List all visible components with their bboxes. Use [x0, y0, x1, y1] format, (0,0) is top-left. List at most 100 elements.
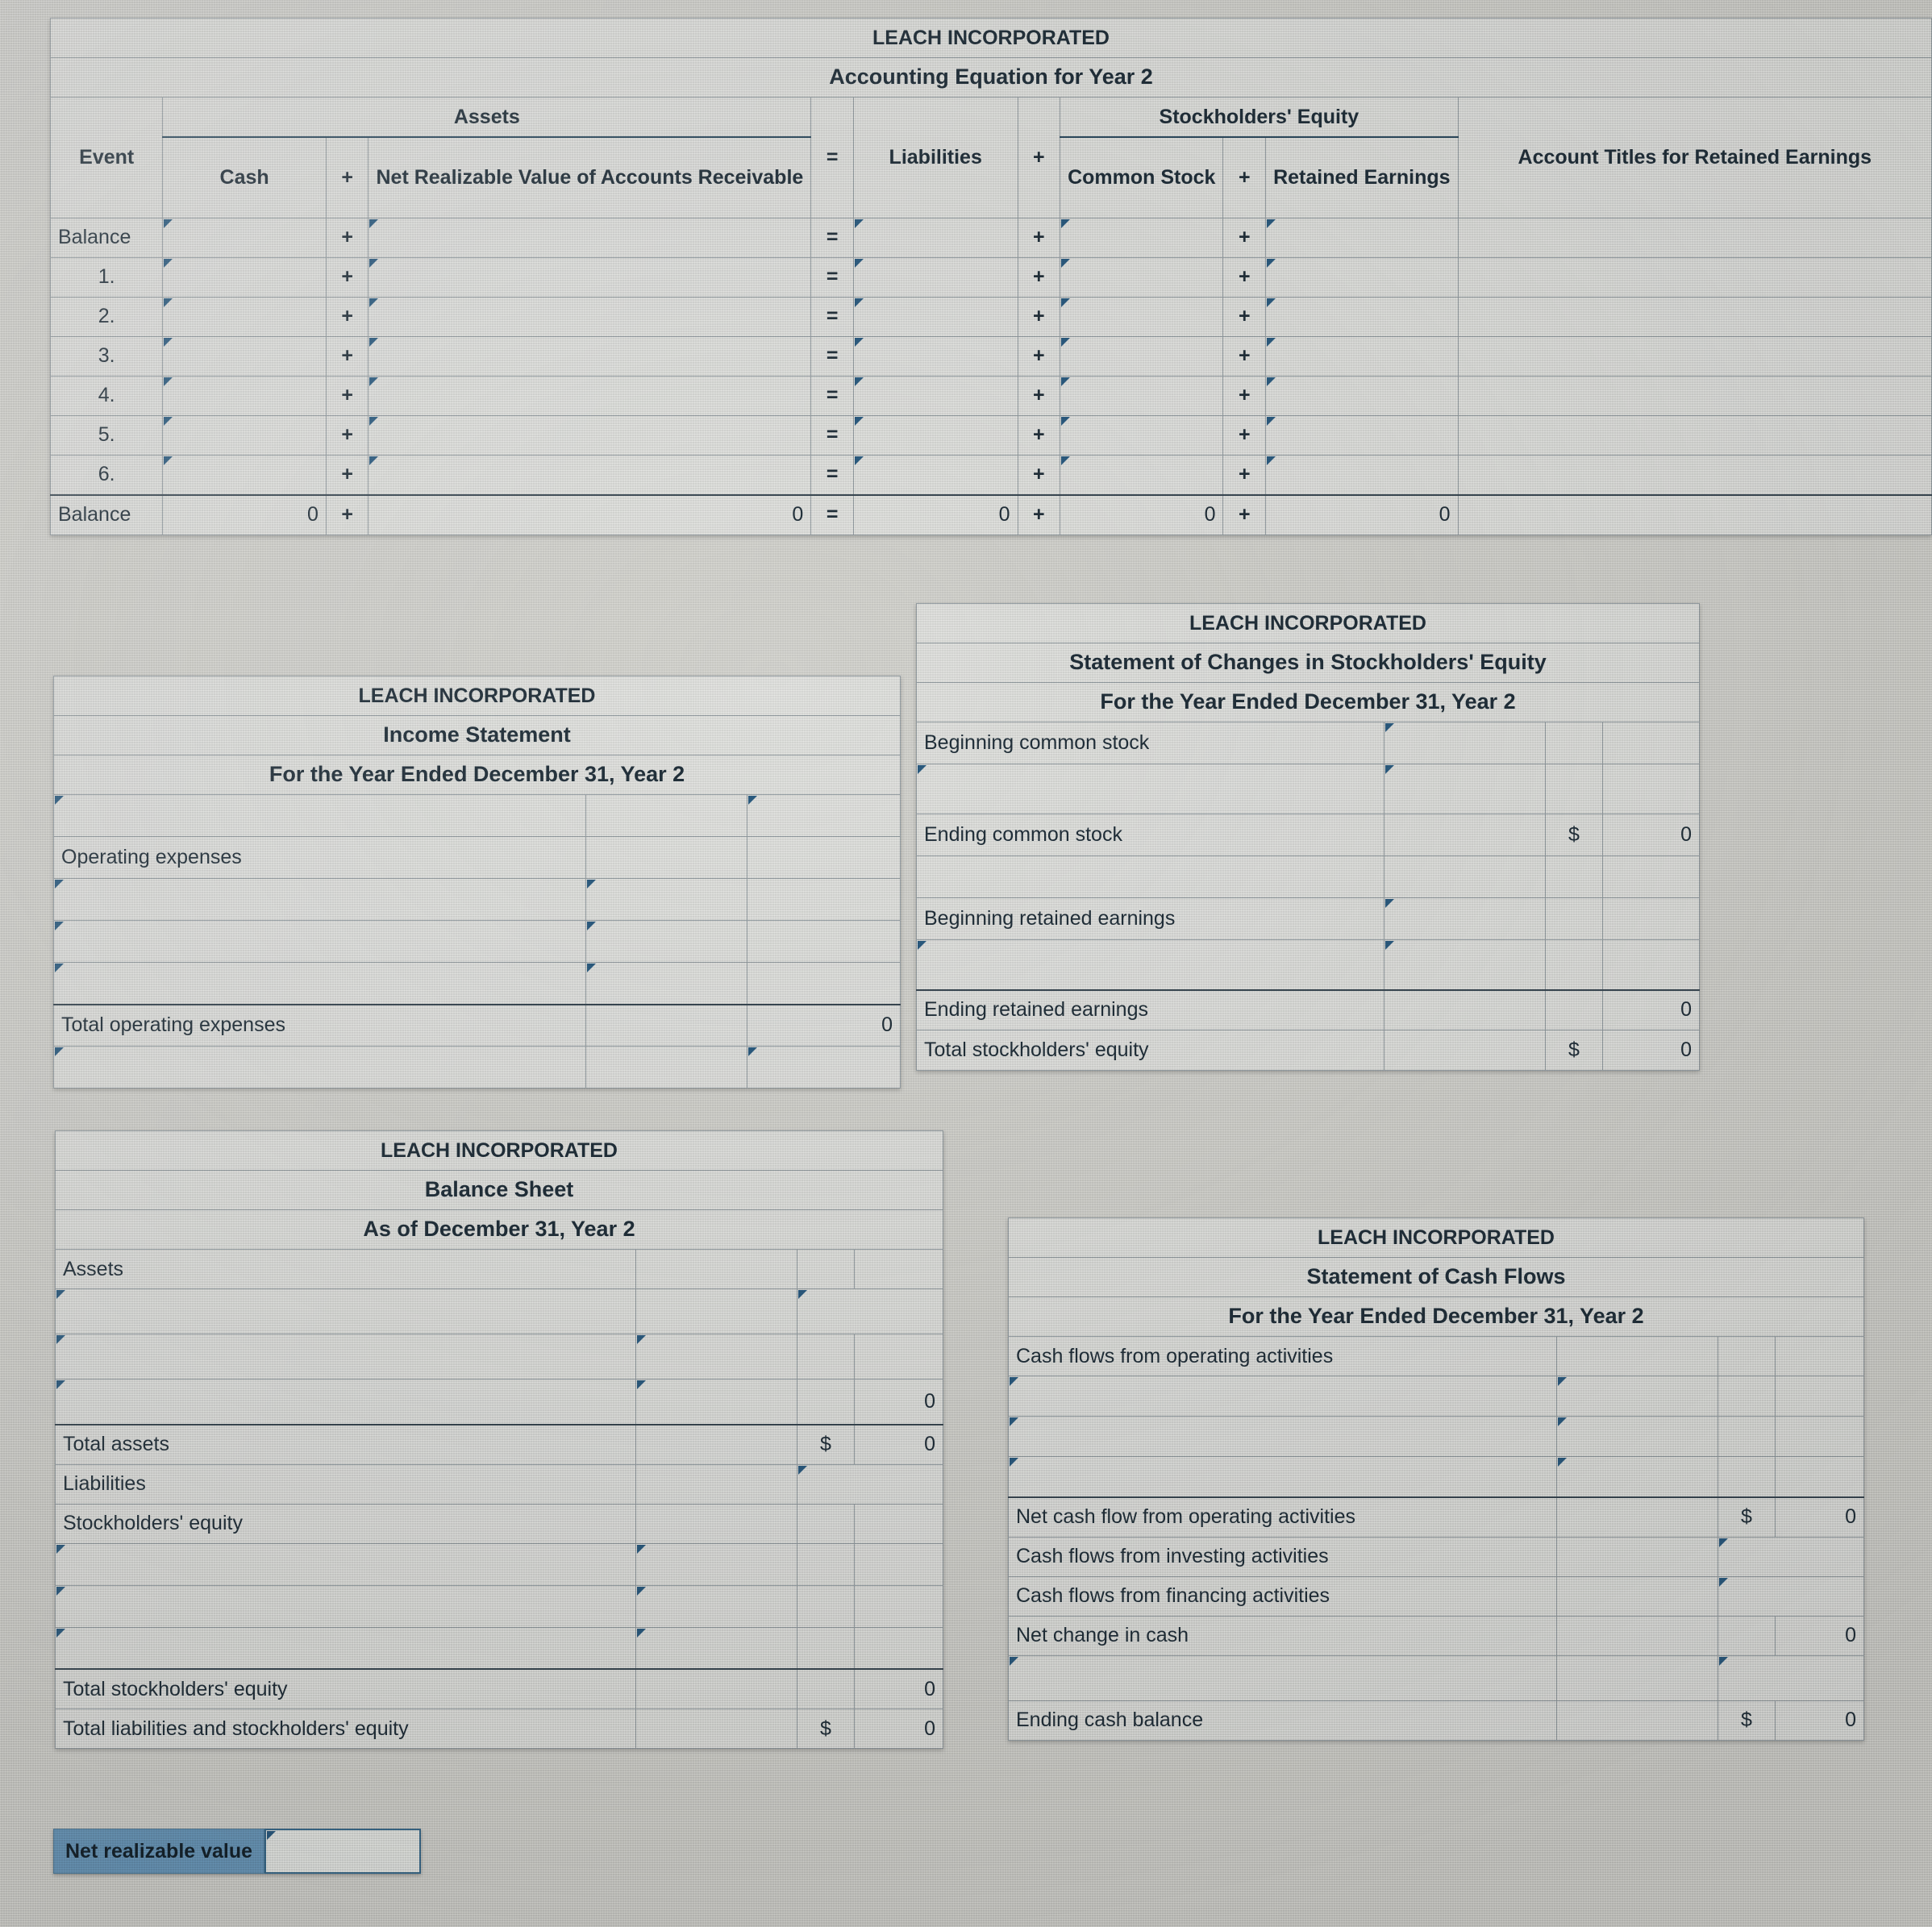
cf-label-input-8[interactable] — [1008, 1654, 1557, 1701]
is-amount-input-0[interactable] — [747, 794, 901, 837]
bs-col2-input-2[interactable] — [635, 1334, 797, 1380]
sse-subtitle-row: Statement of Changes in Stockholders' Eq… — [916, 643, 1700, 683]
ae-ar-input-4[interactable] — [368, 375, 812, 416]
sse-amount-input-0[interactable] — [1384, 722, 1546, 764]
sse-label-input-5[interactable] — [916, 939, 1384, 990]
is-label-input-6[interactable] — [53, 1046, 586, 1088]
sse-label-input-1[interactable] — [916, 764, 1384, 814]
cf-investing-input[interactable] — [1718, 1536, 1864, 1577]
bs-total-assets-label: Total assets — [55, 1423, 636, 1465]
table-row — [53, 878, 901, 921]
cf-amount-0 — [1775, 1336, 1864, 1376]
cf-col2-input-3[interactable] — [1556, 1456, 1718, 1497]
bs-label-input-3[interactable] — [55, 1379, 636, 1425]
cf-label-input-1[interactable] — [1008, 1376, 1557, 1417]
ae-retained-earnings-input-2[interactable] — [1265, 296, 1459, 337]
bs-label-input-9[interactable] — [55, 1626, 636, 1670]
is-amount-input-2[interactable] — [585, 878, 747, 921]
ae-ar-input-2[interactable] — [368, 296, 812, 337]
ae-account-title-6[interactable] — [1457, 454, 1932, 495]
cf-col2-input-1[interactable] — [1556, 1376, 1718, 1417]
ae-account-title-5[interactable] — [1457, 414, 1932, 456]
ae-retained-earnings-input-0[interactable] — [1265, 217, 1459, 258]
sse-period: For the Year Ended December 31, Year 2 — [916, 682, 1700, 722]
ae-retained-earnings-input-6[interactable] — [1265, 454, 1459, 495]
bs-liabilities-input[interactable] — [797, 1463, 943, 1505]
bs-col2-input-7[interactable] — [635, 1542, 797, 1586]
ae-common-stock-input-5[interactable] — [1060, 414, 1224, 456]
ae-retained-earnings-input-4[interactable] — [1265, 375, 1459, 416]
bs-col2-input-9[interactable] — [635, 1626, 797, 1670]
bs-dollar-4: $ — [797, 1423, 855, 1465]
cf-financing-input[interactable] — [1718, 1575, 1864, 1617]
ae-cash-input-3[interactable] — [162, 335, 327, 377]
bs-col2-input-8[interactable] — [635, 1584, 797, 1628]
ae-account-title-0[interactable] — [1457, 217, 1932, 258]
bs-label-input-7[interactable] — [55, 1542, 636, 1586]
table-row: Cash flows from investing activities — [1008, 1536, 1864, 1577]
is-label-0: Operating expenses — [53, 836, 586, 879]
ae-ar-input-1[interactable] — [368, 256, 812, 298]
ae-ar-input-5[interactable] — [368, 414, 812, 456]
ae-common-stock-input-1[interactable] — [1060, 256, 1224, 298]
is-amount-input-4[interactable] — [585, 962, 747, 1005]
ae-cash-input-4[interactable] — [162, 375, 327, 416]
bs-label-input-1[interactable] — [55, 1288, 636, 1334]
ae-cash-input-1[interactable] — [162, 256, 327, 298]
ae-common-stock-input-3[interactable] — [1060, 335, 1224, 377]
is-amount-input-3[interactable] — [585, 920, 747, 963]
ae-liabilities-input-4[interactable] — [852, 375, 1018, 416]
ae-account-title-1[interactable] — [1457, 256, 1932, 298]
table-row — [55, 1626, 943, 1670]
ae-op-plus2-cell: + — [1017, 217, 1061, 258]
bs-label-input-2[interactable] — [55, 1334, 636, 1380]
bs-label-input-8[interactable] — [55, 1584, 636, 1628]
cf-label-input-2[interactable] — [1008, 1416, 1557, 1457]
bs-col2-input-3[interactable] — [635, 1379, 797, 1425]
ae-cash-input-5[interactable] — [162, 414, 327, 456]
ae-op-equals-cell: = — [810, 454, 854, 495]
ae-liabilities-input-0[interactable] — [852, 217, 1018, 258]
sse-amount-input-5[interactable] — [1384, 939, 1546, 990]
ae-cash-input-2[interactable] — [162, 296, 327, 337]
is-label-input-2[interactable] — [53, 878, 586, 921]
sse-amount-input-1[interactable] — [1384, 764, 1546, 814]
is-amount-input-6[interactable] — [747, 1046, 901, 1088]
cf-label-input-3[interactable] — [1008, 1456, 1557, 1497]
ae-op-plus-cell: + — [325, 454, 369, 495]
is-label-input-3[interactable] — [53, 920, 586, 963]
bs-col2-10 — [635, 1668, 797, 1709]
ae-retained-earnings-input-1[interactable] — [1265, 256, 1459, 298]
ae-account-title-3[interactable] — [1457, 335, 1932, 377]
ae-retained-earnings-input-5[interactable] — [1265, 414, 1459, 456]
bs-amount-input-1[interactable] — [797, 1288, 943, 1334]
is-label-input-4[interactable] — [53, 962, 586, 1005]
ae-group-header-row: Event Assets = Liabilities + Stockholder… — [49, 97, 1932, 219]
net-realizable-value-input[interactable] — [264, 1829, 422, 1874]
sse-amount-input-4[interactable] — [1384, 897, 1546, 940]
ae-common-stock-input-4[interactable] — [1060, 375, 1224, 416]
ae-ar-input-6[interactable] — [368, 454, 812, 495]
ae-op-plus-3: + — [1222, 136, 1267, 219]
ae-retained-earnings-input-3[interactable] — [1265, 335, 1459, 377]
ae-account-title-2[interactable] — [1457, 296, 1932, 337]
ae-ar-input-3[interactable] — [368, 335, 812, 377]
ae-op-equals: = — [810, 97, 854, 219]
ae-cash-input-6[interactable] — [162, 454, 327, 495]
is-col3-3 — [747, 920, 901, 963]
ae-cash-input-0[interactable] — [162, 217, 327, 258]
ae-liabilities-input-2[interactable] — [852, 296, 1018, 337]
cf-col2-input-2[interactable] — [1556, 1416, 1718, 1457]
ae-ar-input-0[interactable] — [368, 217, 812, 258]
ae-liabilities-input-5[interactable] — [852, 414, 1018, 456]
ae-account-title-4[interactable] — [1457, 375, 1932, 416]
ae-common-stock-input-6[interactable] — [1060, 454, 1224, 495]
cf-amount-input-8[interactable] — [1718, 1654, 1864, 1701]
is-label-input-0[interactable] — [53, 794, 586, 837]
table-row — [916, 764, 1700, 814]
ae-liabilities-input-3[interactable] — [852, 335, 1018, 377]
ae-liabilities-input-6[interactable] — [852, 454, 1018, 495]
ae-common-stock-input-2[interactable] — [1060, 296, 1224, 337]
ae-common-stock-input-0[interactable] — [1060, 217, 1224, 258]
ae-liabilities-input-1[interactable] — [852, 256, 1018, 298]
